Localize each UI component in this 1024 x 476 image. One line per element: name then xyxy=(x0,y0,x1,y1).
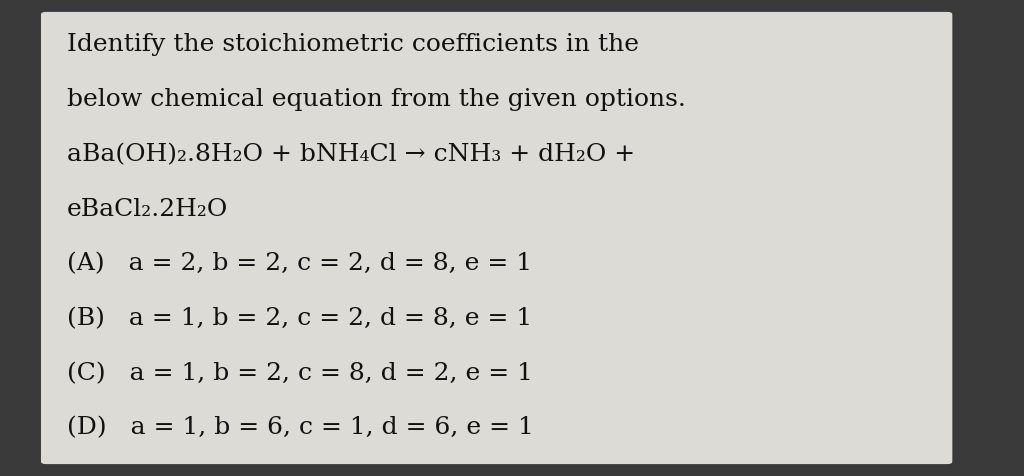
FancyBboxPatch shape xyxy=(41,12,952,464)
Text: (B)   a = 1, b = 2, c = 2, d = 8, e = 1: (B) a = 1, b = 2, c = 2, d = 8, e = 1 xyxy=(67,307,531,330)
Text: (C)   a = 1, b = 2, c = 8, d = 2, e = 1: (C) a = 1, b = 2, c = 8, d = 2, e = 1 xyxy=(67,362,532,385)
Text: aBa(OH)₂.8H₂O + bNH₄Cl → cNH₃ + dH₂O +: aBa(OH)₂.8H₂O + bNH₄Cl → cNH₃ + dH₂O + xyxy=(67,143,635,166)
Text: Identify the stoichiometric coefficients in the: Identify the stoichiometric coefficients… xyxy=(67,33,639,56)
Text: (D)   a = 1, b = 6, c = 1, d = 6, e = 1: (D) a = 1, b = 6, c = 1, d = 6, e = 1 xyxy=(67,416,534,439)
Text: eBaCl₂.2H₂O: eBaCl₂.2H₂O xyxy=(67,198,227,220)
Text: below chemical equation from the given options.: below chemical equation from the given o… xyxy=(67,88,685,111)
Text: (A)   a = 2, b = 2, c = 2, d = 8, e = 1: (A) a = 2, b = 2, c = 2, d = 8, e = 1 xyxy=(67,252,531,275)
